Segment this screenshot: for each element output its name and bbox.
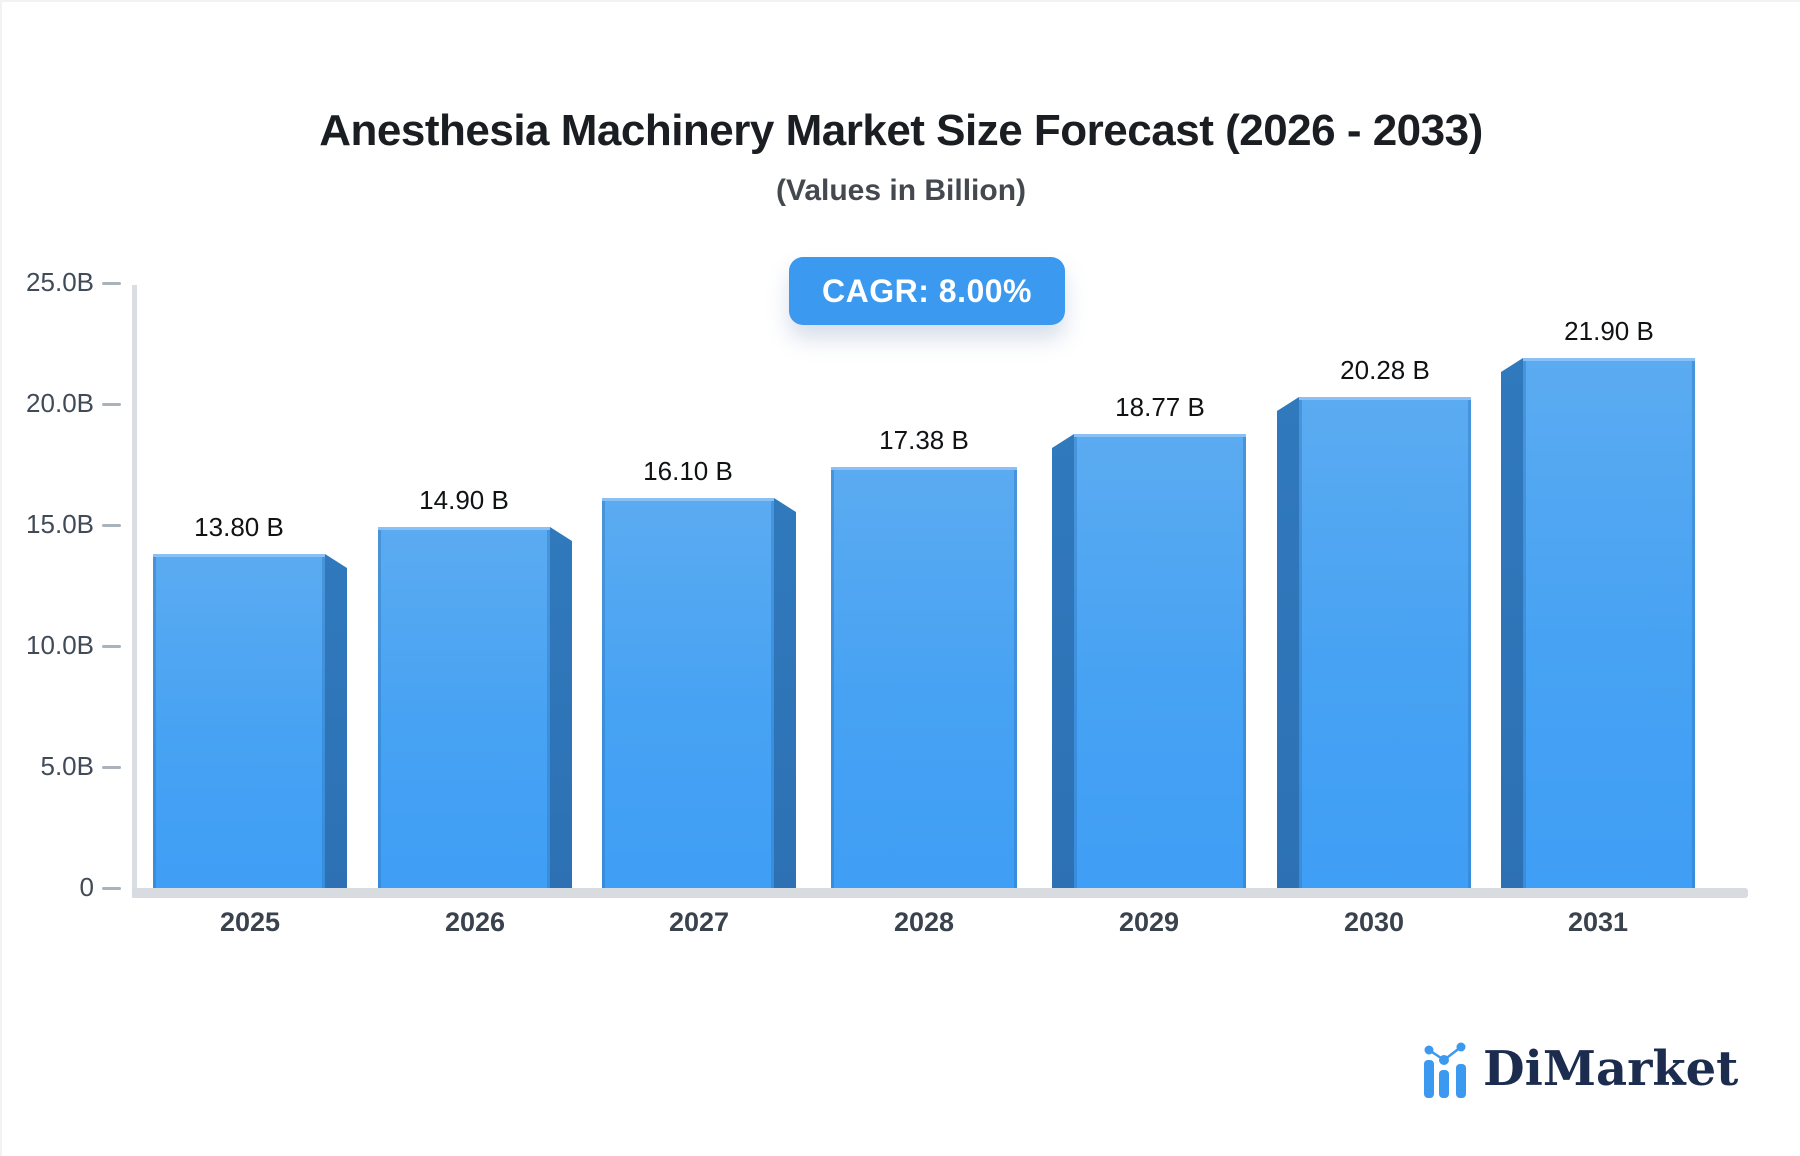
y-tick-label: 25.0B [26, 267, 94, 297]
y-tick-mark [102, 766, 121, 769]
x-axis-baseline [132, 888, 1748, 898]
bar-face [602, 498, 774, 888]
y-tick-mark [102, 887, 121, 890]
chart-subtitle: (Values in Billion) [775, 174, 1027, 207]
bar-chart-logo-icon [1424, 1042, 1466, 1098]
y-axis-line [132, 285, 137, 898]
bar-value-label: 14.90 B [419, 485, 509, 515]
y-tick-label: 5.0B [40, 751, 95, 781]
bar-side-3d [550, 527, 572, 888]
y-tick-mark [102, 282, 121, 285]
y-tick-label: 15.0B [26, 509, 94, 539]
bar-value-label: 16.10 B [643, 456, 733, 486]
bar-value-label: 18.77 B [1115, 392, 1205, 422]
y-tick-label: 10.0B [26, 630, 94, 660]
bar-2026: 14.90 B [378, 485, 572, 888]
y-tick-mark [102, 403, 121, 406]
bar-2027: 16.10 B [602, 456, 796, 888]
bar-2031: 21.90 B [1501, 316, 1695, 888]
x-axis-label-2029: 2029 [1118, 907, 1180, 937]
bar-side-3d [774, 498, 796, 888]
bar-value-label: 21.90 B [1564, 316, 1654, 346]
bar-side-3d [325, 554, 347, 888]
bar-2028: 17.38 B [827, 425, 1021, 888]
bar-2025: 13.80 B [153, 512, 347, 888]
x-axis-label-2030: 2030 [1343, 907, 1405, 937]
x-axis-label-2031: 2031 [1567, 907, 1629, 937]
x-axis-label-2026: 2026 [444, 907, 506, 937]
bar-face [831, 467, 1017, 888]
bar-face [1523, 358, 1695, 888]
bar-face [1299, 397, 1471, 888]
brand-logo[interactable]: DiMarket [1423, 1040, 1738, 1098]
y-tick-mark [102, 645, 121, 648]
bar-side-3d [1501, 358, 1523, 888]
bar-side-3d [1052, 434, 1074, 888]
bar-face [1074, 434, 1246, 888]
cagr-badge: CAGR: 8.00% [789, 257, 1065, 325]
bar-side-3d [1277, 397, 1299, 888]
bar-value-label: 13.80 B [194, 512, 284, 542]
chart-title: Anesthesia Machinery Market Size Forecas… [319, 106, 1483, 155]
bar-face [378, 527, 550, 888]
x-axis-label-2028: 2028 [893, 907, 955, 937]
bar-value-label: 20.28 B [1340, 355, 1430, 385]
bar-value-label: 17.38 B [879, 425, 969, 455]
bar-face [153, 554, 325, 888]
y-tick-mark [102, 524, 121, 527]
bar-2030: 20.28 B [1277, 355, 1471, 888]
brand-name: DiMarket [1483, 1040, 1739, 1097]
y-tick-label: 0 [79, 872, 94, 902]
y-tick-label: 20.0B [26, 388, 94, 418]
bar-2029: 18.77 B [1052, 392, 1246, 888]
x-axis-label-2025: 2025 [219, 907, 281, 937]
x-axis-label-2027: 2027 [668, 907, 730, 937]
